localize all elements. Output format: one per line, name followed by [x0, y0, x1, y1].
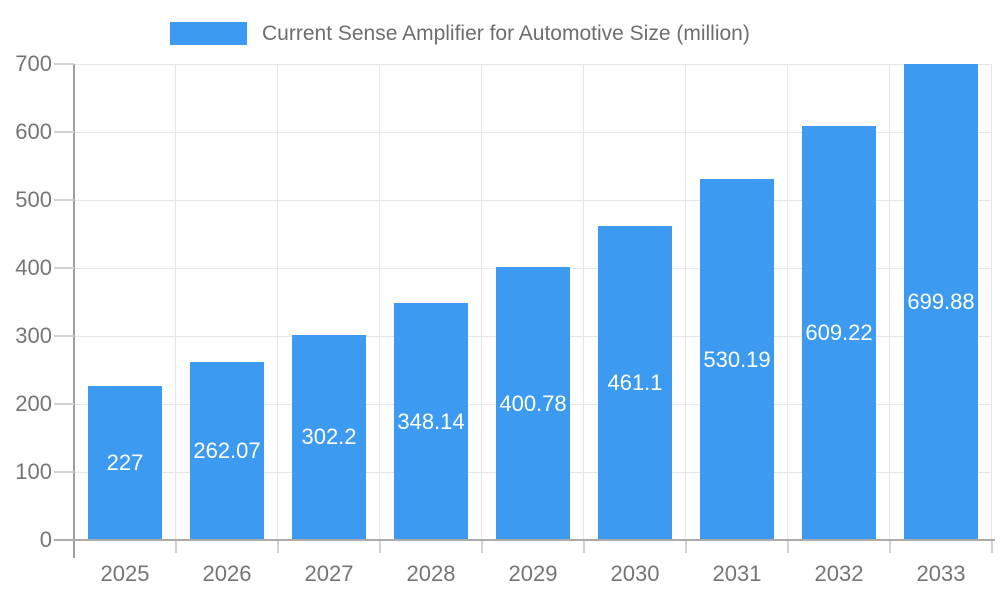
y-axis-tick-label: 400: [15, 255, 52, 280]
x-gridline-5: [583, 64, 584, 540]
x-tick-6: [685, 541, 687, 553]
bar-2025[interactable]: 227: [88, 385, 162, 540]
bar-2029[interactable]: 400.78: [496, 267, 570, 540]
x-tick-8: [889, 541, 891, 553]
bar-value-label: 530.19: [703, 346, 771, 372]
x-axis-tick-label: 2028: [406, 561, 456, 586]
bar-2030[interactable]: 461.1: [598, 226, 672, 540]
bar-value-label: 262.07: [193, 437, 261, 463]
x-gridline-7: [787, 64, 788, 540]
bar-value-label: 302.2: [301, 424, 357, 450]
bar-value-label: 699.88: [907, 289, 975, 315]
x-gridline-4: [481, 64, 482, 540]
bar-2027[interactable]: 302.2: [292, 334, 366, 540]
y-axis-tick-label: 300: [15, 323, 52, 348]
y-axis-tick-label: 0: [39, 527, 52, 552]
bar-value-label: 400.78: [499, 390, 567, 416]
y-axis-tick-label: 700: [15, 51, 52, 76]
bar-2033[interactable]: 699.88: [904, 64, 978, 540]
x-axis-tick-label: 2026: [202, 561, 252, 586]
bar-value-label: 227: [106, 449, 144, 475]
legend[interactable]: Current Sense Amplifier for Automotive S…: [170, 22, 750, 45]
x-tick-2: [277, 541, 279, 553]
x-axis-line: [74, 539, 995, 541]
bar-2028[interactable]: 348.14: [394, 303, 468, 540]
y-tick-0: [54, 539, 74, 541]
x-gridline-1: [175, 64, 176, 540]
x-axis-tick-label: 2027: [304, 561, 354, 586]
bar-value-label: 348.14: [397, 408, 465, 434]
x-gridline-9: [991, 64, 992, 540]
y-axis-line: [73, 64, 75, 558]
y-tick-400: [54, 267, 74, 269]
x-gridline-2: [277, 64, 278, 540]
x-axis-tick-label: 2025: [100, 561, 150, 586]
bar-2026[interactable]: 262.07: [190, 361, 264, 540]
x-tick-1: [175, 541, 177, 553]
x-axis-tick-label: 2032: [814, 561, 864, 586]
bar-value-label: 609.22: [805, 319, 873, 345]
x-tick-5: [583, 541, 585, 553]
plot-area: 227 262.07 302.2 348.14 400.78 461.1 530.19 609…: [74, 64, 992, 540]
bar-2031[interactable]: 530.19: [700, 179, 774, 540]
x-gridline-6: [685, 64, 686, 540]
x-tick-9: [991, 541, 993, 553]
x-axis-tick-label: 2033: [916, 561, 966, 586]
y-tick-500: [54, 199, 74, 201]
legend-label: Current Sense Amplifier for Automotive S…: [262, 22, 750, 45]
y-gridline-700: [74, 64, 992, 65]
y-axis-tick-label: 200: [15, 391, 52, 416]
y-gridline-500: [74, 200, 992, 201]
x-gridline-8: [889, 64, 890, 540]
y-tick-600: [54, 131, 74, 133]
x-gridline-3: [379, 64, 380, 540]
x-axis-tick-label: 2030: [610, 561, 660, 586]
x-tick-7: [787, 541, 789, 553]
y-tick-700: [54, 63, 74, 65]
x-tick-3: [379, 541, 381, 553]
bar-value-label: 461.1: [607, 370, 663, 396]
y-tick-200: [54, 403, 74, 405]
x-axis-tick-label: 2031: [712, 561, 762, 586]
y-axis-tick-label: 500: [15, 187, 52, 212]
x-tick-4: [481, 541, 483, 553]
y-tick-300: [54, 335, 74, 337]
bar-2032[interactable]: 609.22: [802, 125, 876, 540]
y-tick-100: [54, 471, 74, 473]
y-gridline-600: [74, 132, 992, 133]
legend-swatch-icon: [170, 22, 247, 45]
x-axis-tick-label: 2029: [508, 561, 558, 586]
y-axis-tick-label: 600: [15, 119, 52, 144]
y-axis-tick-label: 100: [15, 459, 52, 484]
